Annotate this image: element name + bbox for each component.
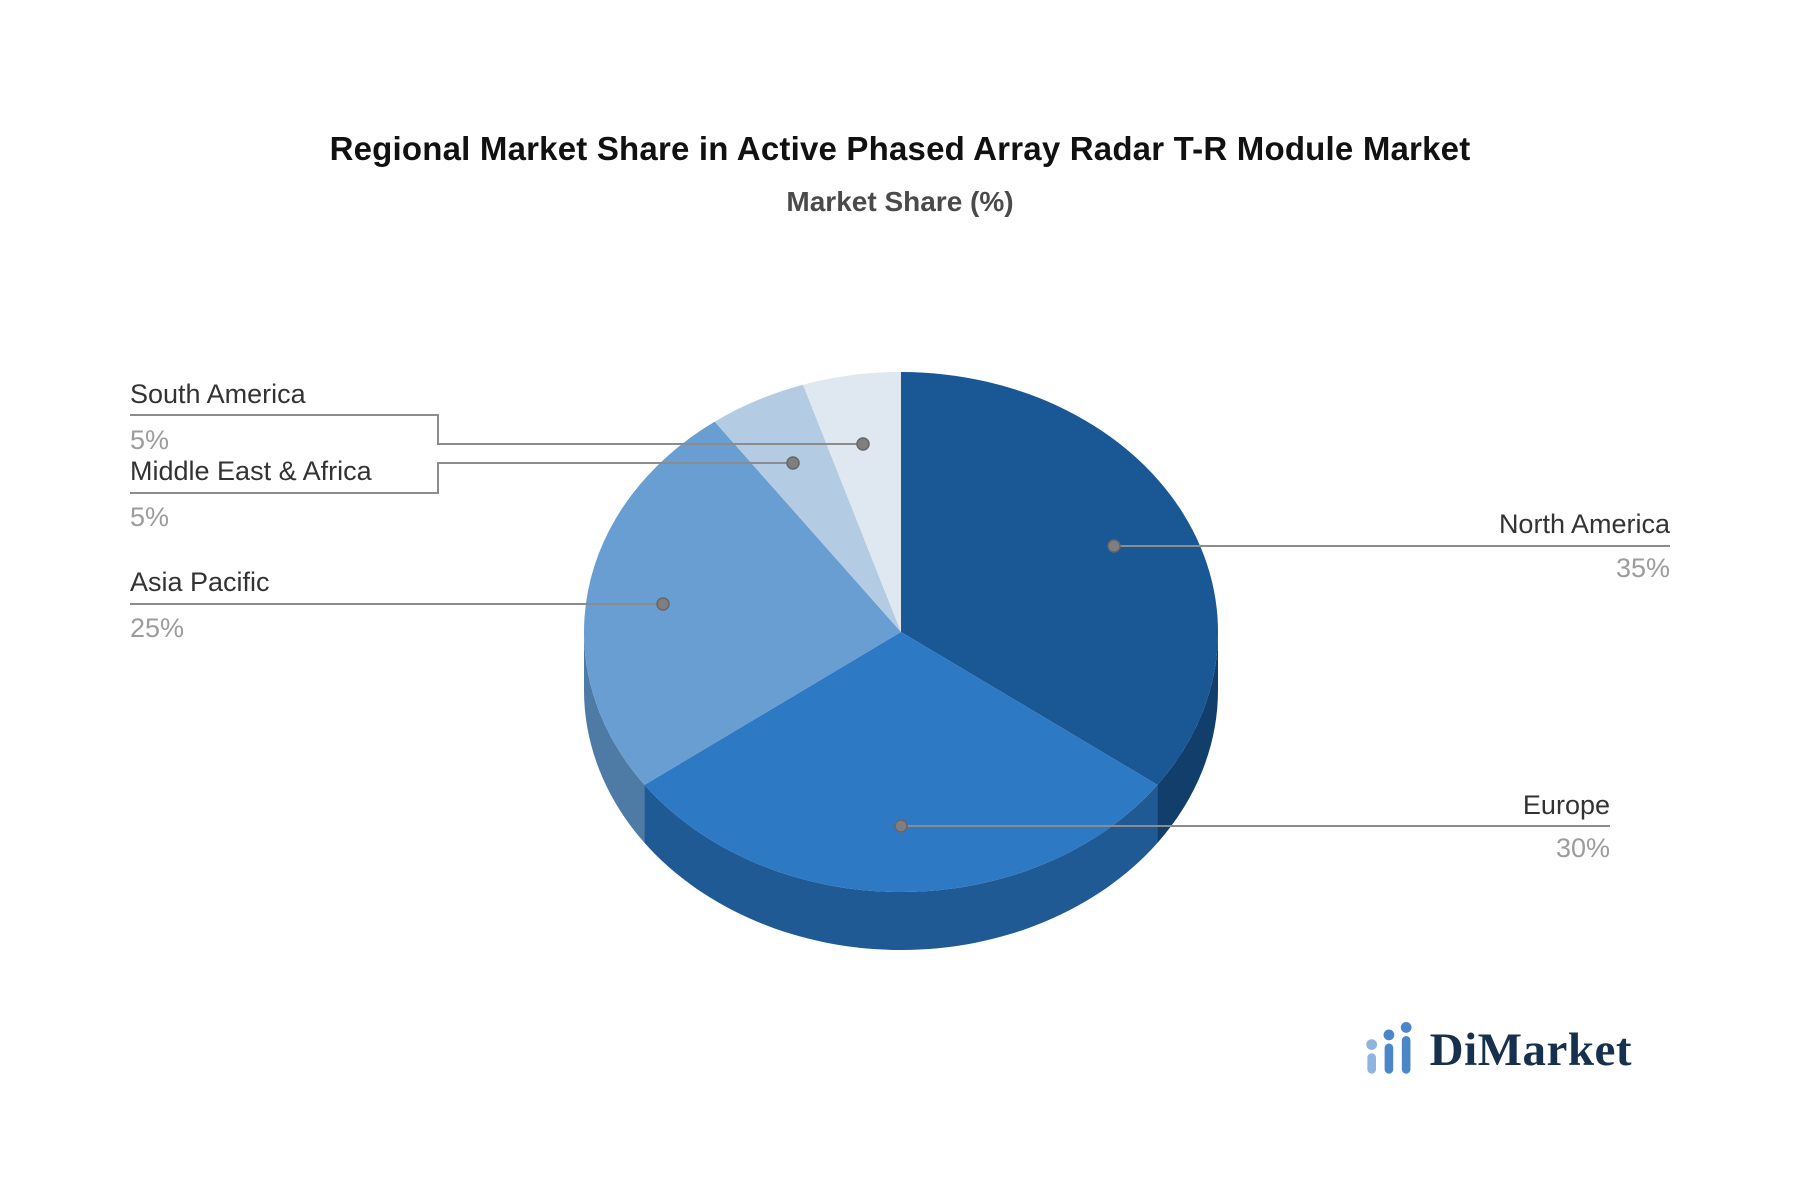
pie-slice-side-north-america xyxy=(1157,632,1218,843)
leader-line-south-america xyxy=(130,414,863,445)
slice-value-south-america: 5% xyxy=(130,425,170,455)
leader-dot-europe xyxy=(894,819,908,833)
slice-name-asia-pacific: Asia Pacific xyxy=(130,567,270,597)
slice-name-south-america: South America xyxy=(130,379,306,409)
leader-dot-middle-east-africa xyxy=(786,456,800,470)
slice-name-north-america: North America xyxy=(1498,509,1670,539)
brand-logo-text: DiMarket xyxy=(1429,1024,1632,1076)
slice-value-middle-east-africa: 5% xyxy=(130,502,170,532)
slice-value-asia-pacific: 25% xyxy=(130,613,185,643)
leader-dot-asia-pacific xyxy=(656,597,670,611)
chart-subtitle: Market Share (%) xyxy=(786,186,1014,217)
chart-title: Regional Market Share in Active Phased A… xyxy=(329,130,1471,167)
slice-value-europe: 30% xyxy=(1555,833,1610,863)
pie-slice-middle-east-africa[interactable] xyxy=(714,384,901,632)
brand-logo: DiMarket xyxy=(1362,1022,1632,1078)
pie-slice-side-europe xyxy=(644,784,1158,950)
pie-slice-side-asia-pacific xyxy=(584,632,645,843)
pie-slice-asia-pacific[interactable] xyxy=(584,421,901,785)
leader-dot-south-america xyxy=(856,437,870,451)
slice-name-middle-east-africa: Middle East & Africa xyxy=(130,456,372,486)
pie-slice-north-america[interactable] xyxy=(901,372,1219,785)
bar-chart-logo-icon xyxy=(1365,1022,1412,1074)
slice-value-north-america: 35% xyxy=(1615,553,1670,583)
slice-name-europe: Europe xyxy=(1522,790,1610,820)
leader-dot-north-america xyxy=(1107,539,1121,553)
leader-line-middle-east-africa xyxy=(130,462,793,494)
pie-slice-south-america[interactable] xyxy=(803,372,901,632)
